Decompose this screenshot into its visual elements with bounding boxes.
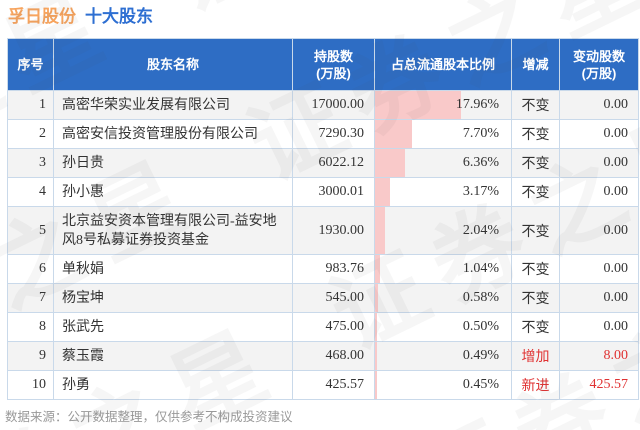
rank-cell: 6	[8, 255, 53, 283]
change-cell: 新进	[512, 371, 559, 399]
delta-cell: 0.00	[560, 255, 638, 283]
percent-bar	[375, 149, 405, 177]
shareholder-name-cell: 孙勇	[54, 371, 292, 399]
shares-cell: 1930.00	[293, 207, 374, 254]
shares-cell: 468.00	[293, 342, 374, 370]
shareholder-name-cell: 蔡玉霞	[54, 342, 292, 370]
percent-bar	[375, 255, 380, 283]
percent-bar	[375, 284, 378, 312]
column-header-6: 变动股数 (万股)	[560, 39, 638, 90]
shareholders-table: 序号 股东名称 持股数 (万股) 占总流通股本比例 增减 变动股数 (万股) 1 高密华荣实业…	[7, 38, 639, 400]
percent-cell: 0.50%	[375, 313, 511, 341]
shareholder-name-cell: 杨宝坤	[54, 284, 292, 312]
change-cell: 不变	[512, 149, 559, 177]
rank-cell: 1	[8, 91, 53, 119]
rank-cell: 8	[8, 313, 53, 341]
percent-bar	[375, 313, 377, 341]
percent-cell: 1.04%	[375, 255, 511, 283]
rank-cell: 9	[8, 342, 53, 370]
percent-cell: 7.70%	[375, 120, 511, 148]
delta-cell: 0.00	[560, 91, 638, 119]
shareholder-name-cell: 孙小惠	[54, 178, 292, 206]
percent-bar	[375, 91, 461, 119]
delta-cell: 0.00	[560, 149, 638, 177]
delta-cell: 8.00	[560, 342, 638, 370]
section-title: 十大股东	[85, 7, 153, 26]
page-title: 孚日股份 十大股东	[8, 5, 153, 29]
percent-cell: 0.45%	[375, 371, 511, 399]
percent-cell: 17.96%	[375, 91, 511, 119]
percent-cell: 0.58%	[375, 284, 511, 312]
column-header-5: 增减	[512, 39, 559, 90]
percent-bar	[375, 371, 377, 399]
delta-cell: 0.00	[560, 120, 638, 148]
rank-cell: 3	[8, 149, 53, 177]
shares-cell: 7290.30	[293, 120, 374, 148]
column-header-4: 占总流通股本比例	[375, 39, 511, 90]
percent-cell: 3.17%	[375, 178, 511, 206]
rank-cell: 5	[8, 207, 53, 254]
shareholder-name-cell: 高密华荣实业发展有限公司	[54, 91, 292, 119]
watermark-text: 证券之星	[141, 0, 595, 37]
change-cell: 不变	[512, 178, 559, 206]
change-cell: 不变	[512, 284, 559, 312]
shares-cell: 3000.01	[293, 178, 374, 206]
shares-cell: 475.00	[293, 313, 374, 341]
shares-cell: 545.00	[293, 284, 374, 312]
shares-cell: 6022.12	[293, 149, 374, 177]
shareholder-name-cell: 孙日贵	[54, 149, 292, 177]
percent-bar	[375, 178, 390, 206]
delta-cell: 425.57	[560, 371, 638, 399]
shares-cell: 425.57	[293, 371, 374, 399]
shareholder-name-cell: 张武先	[54, 313, 292, 341]
column-header-2: 股东名称	[54, 39, 292, 90]
percent-bar	[375, 342, 377, 370]
column-header-3: 持股数 (万股)	[293, 39, 374, 90]
change-cell: 增加	[512, 342, 559, 370]
shareholder-name-cell: 单秋娟	[54, 255, 292, 283]
rank-cell: 2	[8, 120, 53, 148]
percent-bar	[375, 120, 412, 148]
shareholder-name-cell: 北京益安资本管理有限公司-益安地风8号私募证券投资基金	[54, 207, 292, 254]
change-cell: 不变	[512, 255, 559, 283]
shares-cell: 17000.00	[293, 91, 374, 119]
shares-cell: 983.76	[293, 255, 374, 283]
rank-cell: 7	[8, 284, 53, 312]
data-source-note: 数据来源：公开数据整理，仅供参考不构成投资建议	[5, 410, 293, 424]
percent-cell: 2.04%	[375, 207, 511, 254]
rank-cell: 10	[8, 371, 53, 399]
delta-cell: 0.00	[560, 313, 638, 341]
change-cell: 不变	[512, 313, 559, 341]
delta-cell: 0.00	[560, 207, 638, 254]
delta-cell: 0.00	[560, 178, 638, 206]
delta-cell: 0.00	[560, 284, 638, 312]
shareholder-name-cell: 高密安信投资管理股份有限公司	[54, 120, 292, 148]
change-cell: 不变	[512, 120, 559, 148]
rank-cell: 4	[8, 178, 53, 206]
percent-bar	[375, 207, 385, 254]
percent-cell: 0.49%	[375, 342, 511, 370]
change-cell: 不变	[512, 207, 559, 254]
stock-name: 孚日股份	[8, 7, 76, 26]
column-header-1: 序号	[8, 39, 53, 90]
watermark-text: 证券之星	[471, 401, 640, 430]
change-cell: 不变	[512, 91, 559, 119]
percent-cell: 6.36%	[375, 149, 511, 177]
